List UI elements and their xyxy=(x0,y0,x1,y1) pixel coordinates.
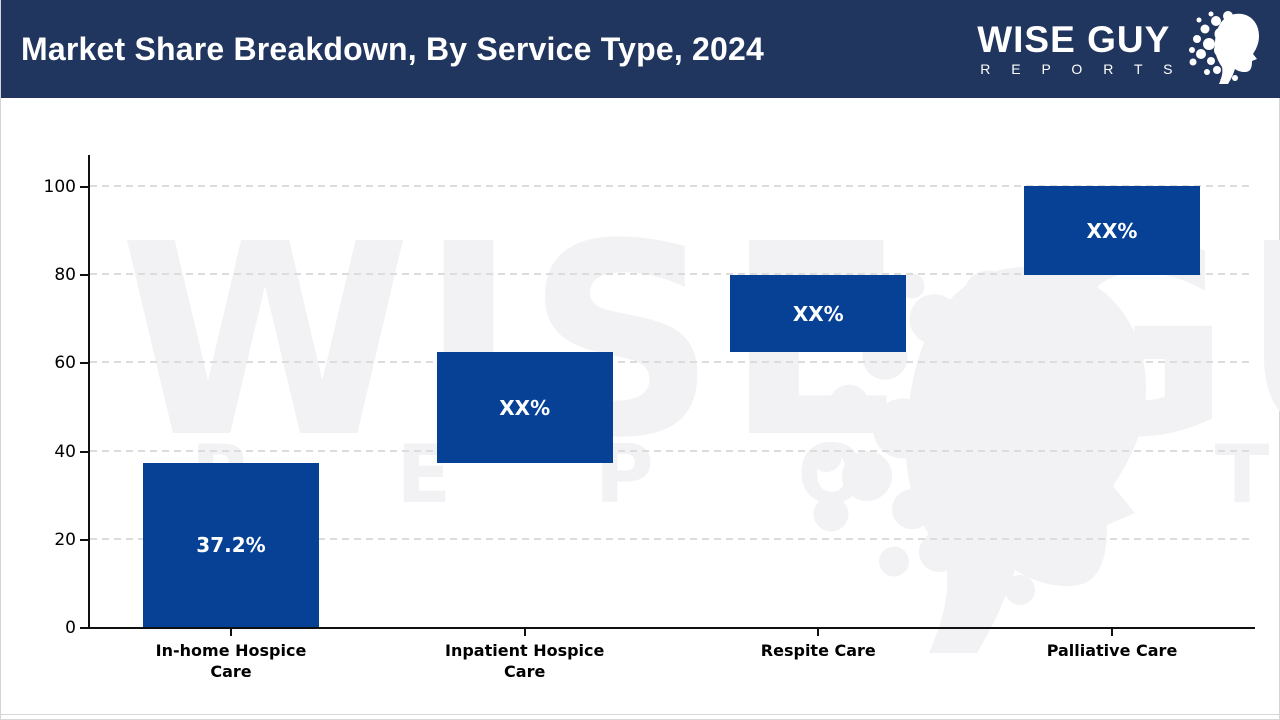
x-tick-2 xyxy=(817,629,820,636)
bottom-divider xyxy=(1,714,1280,715)
bar-palliative-care: XX% xyxy=(1024,186,1200,276)
bar-value-label: XX% xyxy=(792,301,844,326)
y-tick-80 xyxy=(80,274,88,277)
y-tick-100 xyxy=(80,186,88,188)
header-band: Market Share Breakdown, By Service Type,… xyxy=(1,0,1280,98)
gridline-20 xyxy=(90,537,1254,540)
y-tick-20 xyxy=(80,538,88,541)
y-tick-60 xyxy=(80,362,88,365)
gridline-100 xyxy=(90,185,1254,187)
waterfall-chart: WISE GUY R E P O R T S 37.2%XX%XX%XX%020… xyxy=(1,98,1280,716)
bar-value-label: XX% xyxy=(499,395,551,420)
bar-in-home-hospice-care: 37.2% xyxy=(143,462,319,627)
y-tick-label-0: 0 xyxy=(65,618,76,638)
logo-wordmark: WISE GUY xyxy=(977,19,1171,60)
gridline-60 xyxy=(90,361,1254,364)
y-tick-label-40: 40 xyxy=(54,441,76,462)
x-category-label: Respite Care xyxy=(760,641,876,660)
x-category-label: Inpatient Hospice Care xyxy=(445,641,605,681)
watermark-subtext: R E P O R T S xyxy=(191,428,1280,521)
y-tick-label-100: 100 xyxy=(43,177,76,197)
logo-subtext: R E P O R T S xyxy=(980,61,1181,77)
x-category-label: In-home Hospice Care xyxy=(155,641,307,681)
bar-value-label: 37.2% xyxy=(196,532,266,557)
gridline-80 xyxy=(90,273,1254,276)
wiseguy-face-icon xyxy=(1189,11,1259,85)
x-category-label: Palliative Care xyxy=(1046,641,1178,660)
page-title: Market Share Breakdown, By Service Type,… xyxy=(21,30,764,67)
bar-value-label: XX% xyxy=(1086,218,1138,243)
wiseguy-logo-text: WISE GUY R E P O R T S xyxy=(977,19,1181,78)
y-tick-label-80: 80 xyxy=(54,265,76,286)
y-tick-40 xyxy=(80,450,88,453)
y-tick-label-60: 60 xyxy=(54,353,76,374)
y-tick-label-20: 20 xyxy=(54,529,76,550)
x-tick-3 xyxy=(1111,629,1113,636)
y-axis xyxy=(88,155,90,629)
bar-respite-care: XX% xyxy=(730,275,907,353)
gridline-40 xyxy=(90,449,1254,452)
y-tick-0 xyxy=(80,627,88,629)
x-tick-1 xyxy=(523,629,526,636)
wiseguy-logo: WISE GUY R E P O R T S xyxy=(977,6,1269,92)
bar-inpatient-hospice-care: XX% xyxy=(436,352,613,463)
x-axis xyxy=(88,627,1255,629)
x-tick-0 xyxy=(230,629,232,636)
